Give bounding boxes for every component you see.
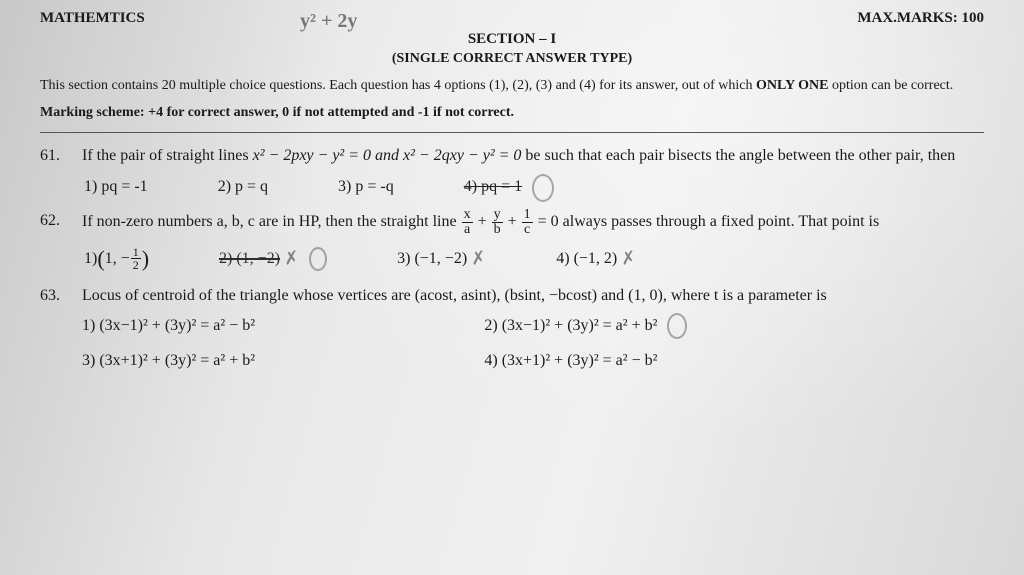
q61-option-2: 2) p = q xyxy=(218,174,268,202)
pencil-circle-icon xyxy=(532,174,554,202)
question-body: Locus of centroid of the triangle whose … xyxy=(82,283,827,374)
section-instructions: This section contains 20 multiple choice… xyxy=(40,73,984,126)
frac-num: 1 xyxy=(522,208,533,223)
max-marks: MAX.MARKS: 100 xyxy=(857,10,984,27)
pencil-circle-icon xyxy=(667,313,687,339)
fraction-x-a: xa xyxy=(462,208,473,237)
q62-option-2: 2) (1, −2) ✗ xyxy=(219,241,327,277)
q62-o4-text: 4) (−1, 2) xyxy=(556,246,617,272)
q63-option-1: 1) (3x−1)² + (3y)² = a² − b² xyxy=(82,313,424,339)
fraction-y-b: yb xyxy=(492,208,503,237)
q61-option-3: 3) p = -q xyxy=(338,174,394,202)
pencil-circle-icon xyxy=(309,247,327,271)
q61-text-a: If the pair of straight lines xyxy=(82,147,253,164)
question-number: 63. xyxy=(40,283,68,374)
frac-den: c xyxy=(522,223,532,237)
q63-o2-text: 2) (3x−1)² + (3y)² = a² + b² xyxy=(484,313,657,339)
q61-option-4-text: 4) pq = 1 xyxy=(464,174,522,200)
q63-option-2: 2) (3x−1)² + (3y)² = a² + b² xyxy=(484,313,826,339)
q61-option-1: 1) pq = -1 xyxy=(84,174,148,202)
question-63: 63. Locus of centroid of the triangle wh… xyxy=(40,283,984,374)
q63-option-3: 3) (3x+1)² + (3y)² = a² + b² xyxy=(82,348,424,374)
section-subtitle: (SINGLE CORRECT ANSWER TYPE) xyxy=(40,51,984,67)
q61-options: 1) pq = -1 2) p = q 3) p = -q 4) pq = 1 xyxy=(84,174,955,202)
q62-option-1: 1) (1, −12) xyxy=(84,241,149,277)
frac-num: x xyxy=(462,208,473,223)
question-number: 61. xyxy=(40,143,68,201)
divider xyxy=(40,132,984,133)
frac-den: b xyxy=(492,223,503,237)
q63-text: Locus of centroid of the triangle whose … xyxy=(82,287,827,304)
question-number: 62. xyxy=(40,208,68,277)
section-heading: SECTION – I xyxy=(40,31,984,48)
question-body: If non-zero numbers a, b, c are in HP, t… xyxy=(82,208,879,277)
scribble-icon: ✗ xyxy=(282,243,301,274)
scribble-icon: ✗ xyxy=(619,243,638,274)
q63-options: 1) (3x−1)² + (3y)² = a² − b² 2) (3x−1)² … xyxy=(82,313,827,374)
q62-options: 1) (1, −12) 2) (1, −2) ✗ 3) (−1, −2) ✗ 4… xyxy=(84,241,879,277)
question-62: 62. If non-zero numbers a, b, c are in H… xyxy=(40,208,984,277)
question-body: If the pair of straight lines x² − 2pxy … xyxy=(82,143,955,201)
q61-eq1: x² − 2pxy − y² = 0 xyxy=(253,147,371,164)
q62-option-3: 3) (−1, −2) ✗ xyxy=(397,241,486,277)
q62-option-4: 4) (−1, 2) ✗ xyxy=(556,241,636,277)
q63-option-4: 4) (3x+1)² + (3y)² = a² − b² xyxy=(484,348,826,374)
subject-label: MATHEMTICS xyxy=(40,10,145,27)
frac-num: y xyxy=(492,208,503,223)
q62-text-a: If non-zero numbers a, b, c are in HP, t… xyxy=(82,213,461,230)
q62-o3-text: 3) (−1, −2) xyxy=(397,246,467,272)
fraction-1-c: 1c xyxy=(522,208,533,237)
q61-text-c: be such that each pair bisects the angle… xyxy=(525,147,955,164)
q61-option-4: 4) pq = 1 xyxy=(464,174,554,202)
question-61: 61. If the pair of straight lines x² − 2… xyxy=(40,143,984,201)
q62-text-b: always passes through a fixed point. Tha… xyxy=(563,213,880,230)
q62-o2-text: 2) (1, −2) xyxy=(219,246,280,272)
q61-text-b: and xyxy=(375,147,403,164)
q62-o1-prefix: 1) xyxy=(84,246,97,272)
q61-eq2: x² − 2qxy − y² = 0 xyxy=(403,147,521,164)
frac-den: a xyxy=(462,223,472,237)
handwriting-top: y² + 2y xyxy=(300,10,357,33)
scribble-icon: ✗ xyxy=(469,243,488,274)
